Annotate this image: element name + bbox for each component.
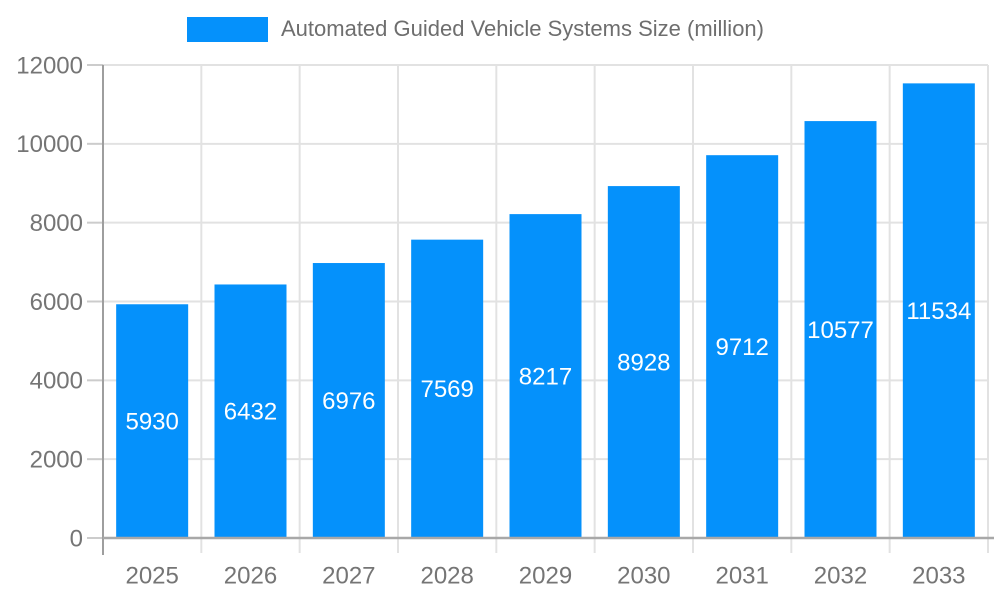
- x-tick-label: 2030: [617, 562, 670, 589]
- legend-swatch-icon: [187, 16, 268, 42]
- y-tick-label: 8000: [30, 210, 83, 237]
- bar-2026[interactable]: [214, 284, 287, 538]
- y-tick-label: 2000: [30, 447, 83, 474]
- x-tick-label: 2025: [125, 562, 178, 589]
- bar-2025[interactable]: [116, 304, 189, 538]
- bar-value-label: 8928: [617, 349, 670, 376]
- chart-legend[interactable]: Automated Guided Vehicle Systems Size (m…: [187, 16, 764, 42]
- bar-value-label: 6432: [224, 399, 277, 426]
- x-tick-label: 2032: [814, 562, 867, 589]
- y-tick-label: 0: [70, 525, 83, 552]
- bar-value-label: 5930: [125, 409, 178, 436]
- x-tick-label: 2029: [519, 562, 572, 589]
- legend-label: Automated Guided Vehicle Systems Size (m…: [281, 16, 764, 41]
- bar-2032[interactable]: [804, 121, 877, 539]
- bar-value-label: 6976: [322, 388, 375, 415]
- y-tick-label: 6000: [30, 289, 83, 316]
- y-tick-label: 12000: [16, 52, 83, 79]
- x-tick-label: 2026: [224, 562, 277, 589]
- bar-2028[interactable]: [411, 239, 484, 538]
- y-tick-label: 4000: [30, 368, 83, 395]
- bar-2027[interactable]: [312, 263, 385, 538]
- bar-2031[interactable]: [706, 155, 779, 538]
- bar-value-label: 9712: [715, 334, 768, 361]
- x-tick-label: 2027: [322, 562, 375, 589]
- x-tick-label: 2031: [715, 562, 768, 589]
- x-tick-label: 2028: [420, 562, 473, 589]
- x-tick-label: 2033: [912, 562, 965, 589]
- bar-value-label: 8217: [519, 363, 572, 390]
- bar-value-label: 10577: [807, 317, 874, 344]
- bar-value-label: 11534: [906, 298, 971, 325]
- bar-2030[interactable]: [607, 186, 680, 538]
- bar-value-label: 7569: [420, 376, 473, 403]
- bar-2033[interactable]: [902, 83, 975, 538]
- y-tick-label: 10000: [16, 131, 83, 158]
- bar-2029[interactable]: [509, 214, 582, 538]
